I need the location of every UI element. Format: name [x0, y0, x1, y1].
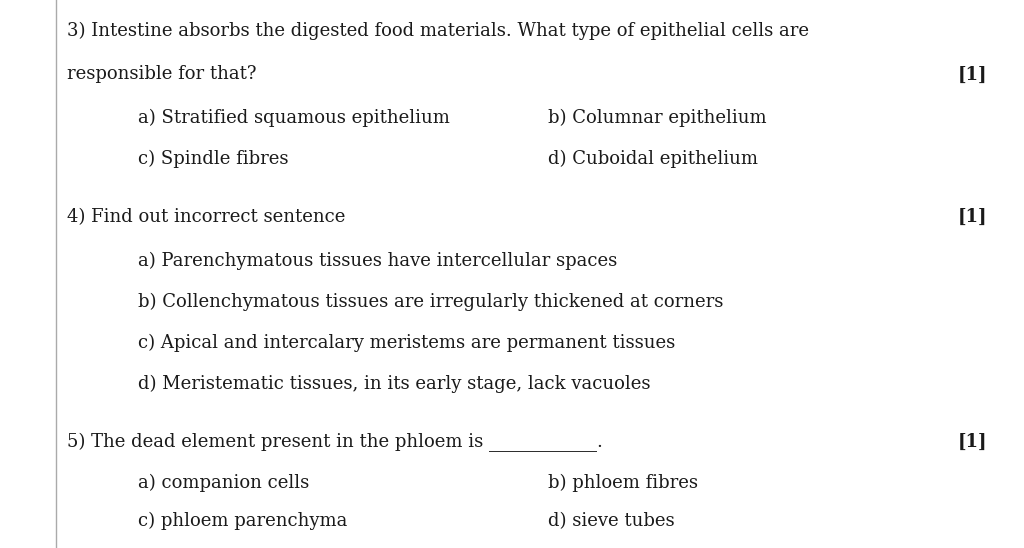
Text: c) Spindle fibres: c) Spindle fibres [138, 150, 289, 168]
Text: d) Meristematic tissues, in its early stage, lack vacuoles: d) Meristematic tissues, in its early st… [138, 375, 650, 393]
Text: c) Apical and intercalary meristems are permanent tissues: c) Apical and intercalary meristems are … [138, 334, 676, 352]
Text: b) phloem fibres: b) phloem fibres [548, 473, 697, 492]
Text: a) Stratified squamous epithelium: a) Stratified squamous epithelium [138, 109, 451, 127]
Text: [1]: [1] [957, 208, 987, 226]
Text: c) phloem parenchyma: c) phloem parenchyma [138, 512, 347, 530]
Text: b) Columnar epithelium: b) Columnar epithelium [548, 109, 767, 127]
Text: 3) Intestine absorbs the digested food materials. What type of epithelial cells : 3) Intestine absorbs the digested food m… [67, 21, 809, 39]
Text: 5) The dead element present in the phloem is ____________.: 5) The dead element present in the phloe… [67, 432, 602, 452]
Text: [1]: [1] [957, 65, 987, 83]
Text: d) Cuboidal epithelium: d) Cuboidal epithelium [548, 150, 758, 168]
Text: a) companion cells: a) companion cells [138, 473, 309, 492]
Text: [1]: [1] [957, 432, 987, 450]
Text: 4) Find out incorrect sentence: 4) Find out incorrect sentence [67, 208, 345, 226]
Text: a) Parenchymatous tissues have intercellular spaces: a) Parenchymatous tissues have intercell… [138, 252, 617, 270]
Text: responsible for that?: responsible for that? [67, 65, 256, 83]
Text: b) Collenchymatous tissues are irregularly thickened at corners: b) Collenchymatous tissues are irregular… [138, 293, 724, 311]
Text: d) sieve tubes: d) sieve tubes [548, 512, 675, 530]
